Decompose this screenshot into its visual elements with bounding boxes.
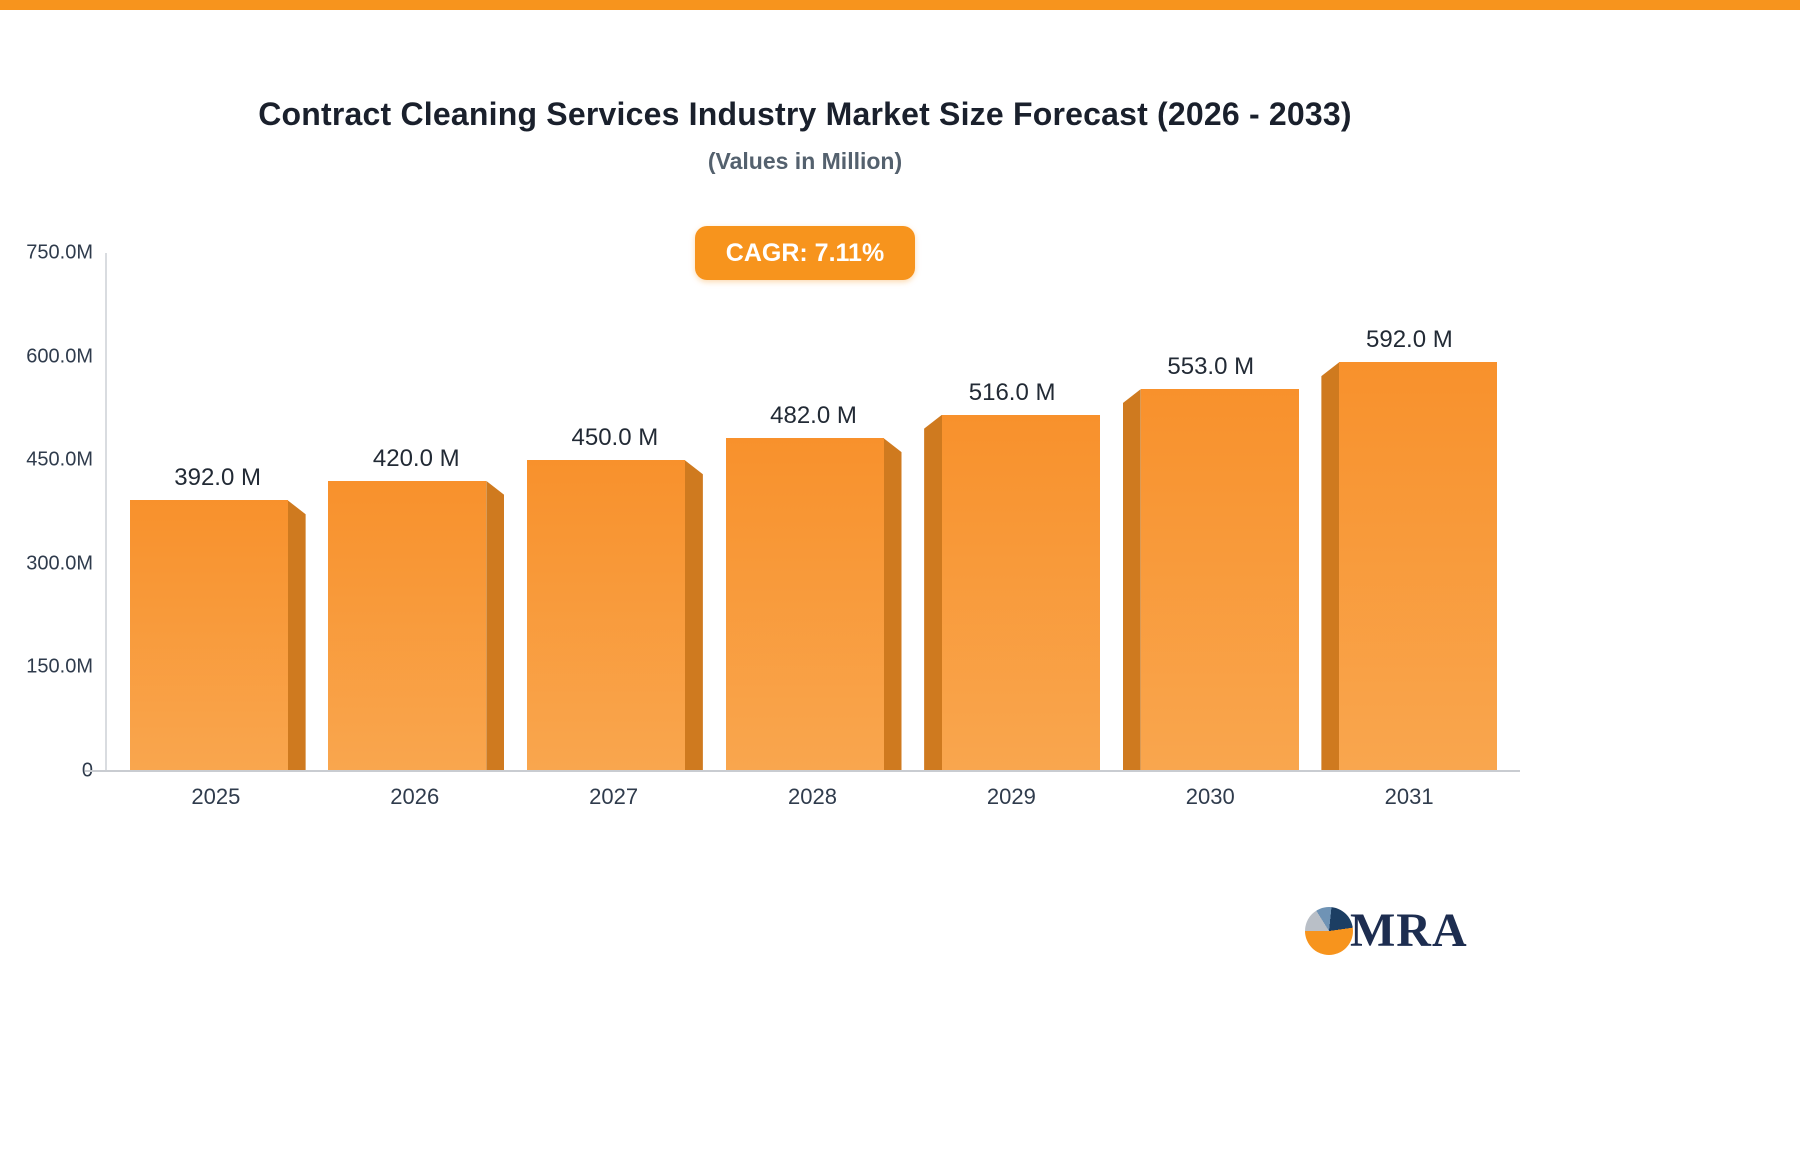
y-tick-label: 600.0M — [26, 345, 93, 368]
plot-area: 392.0 M 420.0 M 450.0 M 482.0 M 516.0 M 553.0… — [105, 253, 1520, 771]
y-tick-label: 750.0M — [26, 241, 93, 264]
x-tick-label: 2025 — [191, 784, 241, 809]
bar-group: 420.0 M — [328, 253, 504, 771]
bar-value-label: 392.0 M — [174, 464, 261, 492]
bar-group: 516.0 M — [924, 253, 1101, 771]
bar-value-label: 450.0 M — [571, 424, 659, 452]
bar-2030 — [1140, 389, 1299, 771]
x-tick-label: 2028 — [788, 784, 837, 809]
bar-value-label: 553.0 M — [1167, 353, 1255, 381]
mra-logo-icon — [1305, 906, 1353, 955]
bar-group: 553.0 M — [1123, 253, 1299, 771]
chart-subtitle: (Values in Million) — [707, 148, 903, 174]
bar-value-label: 592.0 M — [1366, 326, 1453, 354]
bars-row: 392.0 M 420.0 M 450.0 M 482.0 M 516.0 M 553.0… — [107, 253, 1520, 771]
cagr-badge-label: CAGR: 7.11% — [725, 238, 885, 267]
bar-group: 482.0 M — [725, 253, 902, 771]
y-tick-label: 150.0M — [26, 655, 93, 678]
y-tick-label: 450.0M — [26, 448, 93, 471]
cagr-badge: CAGR: 7.11% — [695, 226, 915, 280]
bar-value-label: 516.0 M — [968, 378, 1056, 406]
chart-title: Contract Cleaning Services Industry Mark… — [258, 96, 1352, 132]
x-tick-label: 2031 — [1384, 784, 1434, 809]
bar-2025 — [129, 500, 288, 771]
bar-2026 — [328, 480, 487, 771]
x-axis: 2025 2026 2027 2028 2029 2030 2031 — [105, 784, 1520, 810]
bar-group: 450.0 M — [526, 253, 703, 771]
bar-2029 — [942, 414, 1101, 771]
x-tick-label: 2027 — [589, 784, 639, 809]
x-axis-line — [85, 770, 1520, 772]
mra-logo-text: MRA — [1350, 904, 1468, 957]
bar-group: 592.0 M — [1321, 253, 1498, 771]
bar-group: 392.0 M — [129, 253, 306, 771]
x-tick-label: 2026 — [390, 784, 440, 809]
bar-value-label: 420.0 M — [372, 444, 460, 472]
bar-2027 — [526, 460, 685, 771]
top-accent-strip — [0, 0, 1800, 10]
brand-logo: MRA — [1305, 903, 1468, 958]
y-tick-label: 300.0M — [26, 552, 93, 575]
x-tick-label: 2029 — [986, 784, 1036, 809]
bar-value-label: 482.0 M — [770, 402, 857, 430]
bar-2031 — [1339, 362, 1498, 771]
x-tick-label: 2030 — [1185, 784, 1235, 809]
bar-2028 — [725, 438, 884, 771]
